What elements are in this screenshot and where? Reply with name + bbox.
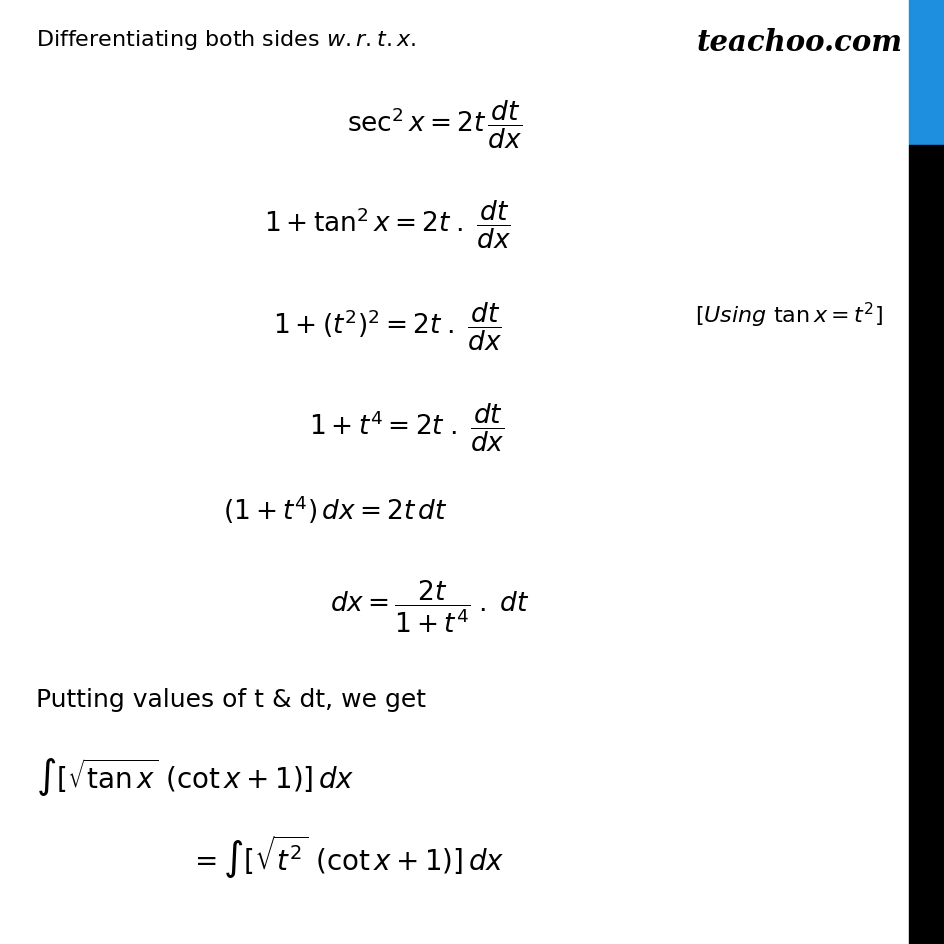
Text: $= \int[\sqrt{t^2}\ (\cot x + 1)]\,dx$: $= \int[\sqrt{t^2}\ (\cot x + 1)]\,dx$ — [189, 833, 504, 880]
Text: Putting values of t & dt, we get: Putting values of t & dt, we get — [36, 687, 426, 711]
Text: teachoo.com: teachoo.com — [696, 28, 902, 58]
Text: $\sec^2 x = 2t\,\dfrac{dt}{dx}$: $\sec^2 x = 2t\,\dfrac{dt}{dx}$ — [346, 99, 522, 151]
Text: $[\mathit{Using}\ \mathit{\tan} x = t^2]$: $[\mathit{Using}\ \mathit{\tan} x = t^2]… — [694, 300, 882, 329]
Text: $1 + \tan^2 x = 2t\;.\;\dfrac{dt}{dx}$: $1 + \tan^2 x = 2t\;.\;\dfrac{dt}{dx}$ — [263, 198, 511, 250]
Text: $1 + (t^2)^2 = 2t\;.\;\dfrac{dt}{dx}$: $1 + (t^2)^2 = 2t\;.\;\dfrac{dt}{dx}$ — [273, 300, 501, 352]
Text: $(1 + t^4)\,dx = 2t\,dt$: $(1 + t^4)\,dx = 2t\,dt$ — [223, 493, 447, 525]
Text: $dx = \dfrac{2t}{1+t^4}\;.\;dt$: $dx = \dfrac{2t}{1+t^4}\;.\;dt$ — [329, 578, 530, 634]
Text: $1 + t^4 = 2t\;.\;\dfrac{dt}{dx}$: $1 + t^4 = 2t\;.\;\dfrac{dt}{dx}$ — [308, 401, 504, 453]
Text: Differentiating both sides $\mathit{w.r.t.x}$.: Differentiating both sides $\mathit{w.r.… — [36, 28, 415, 52]
Text: $\int[\sqrt{\tan x}\ (\cot x + 1)]\,dx$: $\int[\sqrt{\tan x}\ (\cot x + 1)]\,dx$ — [36, 755, 354, 798]
